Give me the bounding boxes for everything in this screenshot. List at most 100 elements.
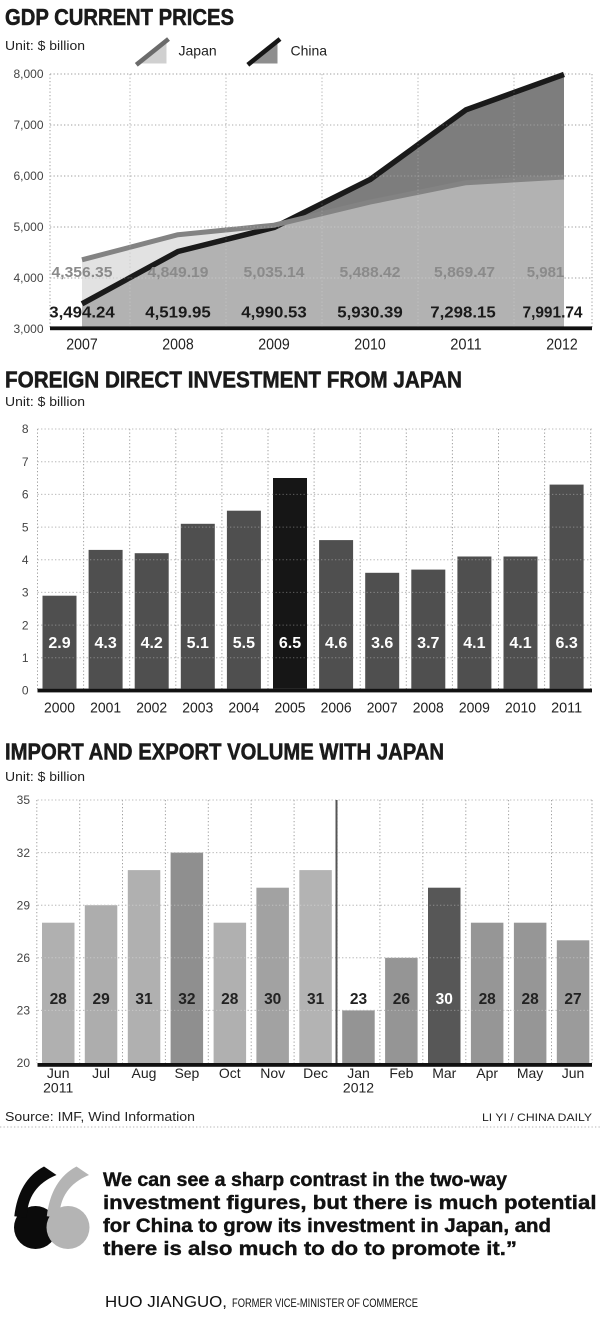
svg-text:26: 26: [393, 991, 411, 1008]
svg-text:2012: 2012: [546, 337, 578, 354]
svg-text:23: 23: [17, 1004, 31, 1018]
svg-text:Sep: Sep: [174, 1065, 199, 1081]
svg-text:Mar: Mar: [432, 1065, 456, 1081]
svg-text:2009: 2009: [459, 700, 490, 717]
svg-text:2004: 2004: [228, 700, 259, 717]
svg-text:Feb: Feb: [389, 1065, 413, 1081]
svg-text:6: 6: [22, 488, 29, 502]
svg-text:for China to grow its investme: for China to grow its investment in Japa…: [103, 1216, 551, 1237]
svg-text:2011: 2011: [43, 1080, 73, 1096]
svg-text:7: 7: [22, 455, 29, 469]
svg-text:0: 0: [22, 684, 29, 698]
svg-text:2002: 2002: [136, 700, 167, 717]
svg-text:3,000: 3,000: [13, 322, 43, 336]
svg-text:8: 8: [22, 422, 29, 436]
svg-text:5,000: 5,000: [13, 220, 43, 234]
svg-text:28: 28: [479, 991, 497, 1008]
svg-text:5: 5: [22, 520, 29, 534]
svg-text:6.3: 6.3: [555, 635, 577, 652]
svg-text:5.5: 5.5: [233, 635, 255, 652]
svg-text:4.3: 4.3: [94, 635, 116, 652]
svg-text:4,356.35: 4,356.35: [52, 265, 113, 281]
svg-text:2007: 2007: [66, 337, 98, 354]
svg-text:FORMER VICE-MINISTER OF COMMER: FORMER VICE-MINISTER OF COMMERCE: [232, 1298, 418, 1310]
svg-text:31: 31: [307, 991, 325, 1008]
svg-text:Jun: Jun: [47, 1065, 70, 1081]
svg-text:2005: 2005: [275, 700, 306, 717]
svg-text:3,494.24: 3,494.24: [49, 305, 115, 322]
svg-text:1: 1: [22, 651, 29, 665]
svg-text:2008: 2008: [413, 700, 444, 717]
svg-text:30: 30: [264, 991, 281, 1008]
svg-text:32: 32: [17, 846, 31, 860]
svg-text:28: 28: [221, 991, 239, 1008]
svg-text:20: 20: [17, 1056, 31, 1070]
svg-text:2012: 2012: [343, 1080, 374, 1096]
svg-text:Apr: Apr: [476, 1065, 498, 1081]
svg-text:Unit: $ billion: Unit: $ billion: [5, 39, 85, 53]
svg-text:4.1: 4.1: [509, 635, 531, 652]
svg-text:Source: IMF, Wind Information: Source: IMF, Wind Information: [5, 1109, 195, 1124]
svg-text:3: 3: [22, 586, 29, 600]
svg-text:2009: 2009: [258, 337, 290, 354]
svg-text:Jul: Jul: [92, 1065, 110, 1081]
svg-text:32: 32: [178, 991, 195, 1008]
svg-text:2008: 2008: [162, 337, 194, 354]
svg-text:5.1: 5.1: [187, 635, 209, 652]
svg-text:6,000: 6,000: [13, 169, 43, 183]
svg-text:LI YI / CHINA DAILY: LI YI / CHINA DAILY: [482, 1112, 593, 1124]
svg-text:Aug: Aug: [132, 1065, 157, 1081]
svg-text:5,488.42: 5,488.42: [340, 265, 401, 281]
svg-text:35: 35: [17, 793, 31, 807]
svg-text:Unit: $ billion: Unit: $ billion: [5, 770, 85, 784]
svg-text:2.9: 2.9: [48, 635, 70, 652]
svg-text:6.5: 6.5: [279, 635, 301, 652]
svg-text:Nov: Nov: [260, 1065, 285, 1081]
svg-text:We can see a sharp contrast in: We can see a sharp contrast in the two-w…: [103, 1170, 507, 1191]
svg-text:26: 26: [17, 951, 31, 965]
svg-text:3.6: 3.6: [371, 635, 393, 652]
svg-text:5,035.14: 5,035.14: [244, 265, 305, 281]
svg-text:HUO JIANGUO,: HUO JIANGUO,: [105, 1294, 227, 1311]
svg-text:Unit: $ billion: Unit: $ billion: [5, 395, 85, 409]
svg-text:2011: 2011: [450, 337, 482, 354]
svg-text:Jan: Jan: [347, 1065, 370, 1081]
svg-text:2: 2: [22, 618, 29, 632]
svg-text:2007: 2007: [367, 700, 398, 717]
svg-text:Dec: Dec: [303, 1065, 328, 1081]
svg-text:3.7: 3.7: [417, 635, 439, 652]
svg-text:Oct: Oct: [219, 1065, 241, 1081]
svg-text:2006: 2006: [321, 700, 352, 717]
svg-text:30: 30: [436, 991, 453, 1008]
svg-text:8,000: 8,000: [13, 67, 43, 81]
svg-text:28: 28: [50, 991, 68, 1008]
svg-text:27: 27: [564, 991, 581, 1008]
svg-text:2010: 2010: [505, 700, 536, 717]
svg-text:23: 23: [350, 991, 368, 1008]
svg-text:4.6: 4.6: [325, 635, 347, 652]
svg-text:7,298.15: 7,298.15: [430, 305, 496, 322]
svg-text:2000: 2000: [44, 700, 75, 717]
svg-text:investment figures, but there: investment figures, but there is much po…: [103, 1193, 597, 1214]
svg-text:29: 29: [17, 898, 31, 912]
svg-text:4: 4: [22, 553, 29, 567]
svg-text:5,869.47: 5,869.47: [434, 265, 495, 281]
svg-text:May: May: [517, 1065, 543, 1081]
svg-text:2003: 2003: [182, 700, 213, 717]
svg-text:5,930.39: 5,930.39: [337, 305, 403, 322]
svg-text:Japan: Japan: [179, 43, 217, 59]
svg-text:4,849.19: 4,849.19: [148, 265, 209, 281]
svg-text:4,519.95: 4,519.95: [145, 305, 211, 322]
svg-text:IMPORT AND EXPORT VOLUME WITH: IMPORT AND EXPORT VOLUME WITH JAPAN: [5, 739, 444, 765]
svg-text:7,991.74: 7,991.74: [523, 305, 583, 322]
svg-text:2011: 2011: [551, 700, 582, 717]
svg-text:2001: 2001: [90, 700, 121, 717]
svg-text:GDP CURRENT PRICES: GDP CURRENT PRICES: [5, 4, 234, 30]
svg-text:there is also much to do to pr: there is also much to do to promote it.”: [103, 1239, 517, 1260]
svg-text:4,000: 4,000: [13, 271, 43, 285]
svg-text:31: 31: [135, 991, 153, 1008]
svg-text:China: China: [291, 43, 328, 59]
svg-text:4.1: 4.1: [463, 635, 485, 652]
svg-text:Jun: Jun: [562, 1065, 585, 1081]
svg-text:FOREIGN DIRECT INVESTMENT FROM: FOREIGN DIRECT INVESTMENT FROM JAPAN: [5, 367, 462, 393]
